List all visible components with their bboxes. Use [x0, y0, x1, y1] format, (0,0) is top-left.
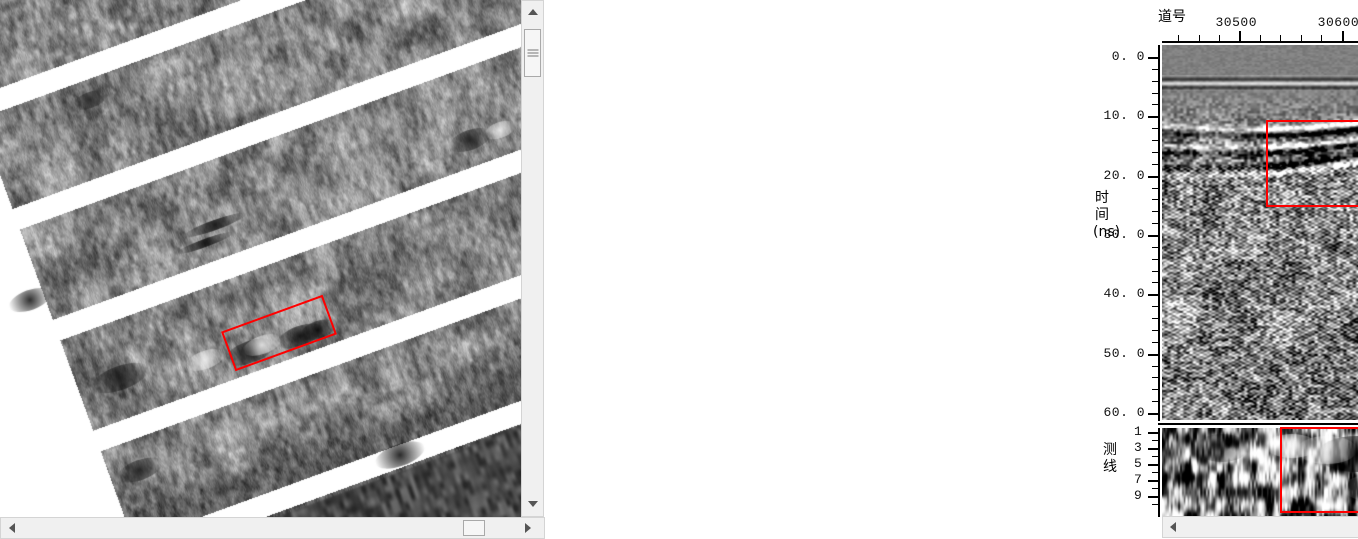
axis-tick-label: 10. 0	[1103, 108, 1145, 124]
axis-tick	[1152, 68, 1159, 70]
axis-tick	[1152, 163, 1159, 165]
b-scan-radargram-view[interactable]	[1162, 45, 1358, 420]
axis-tick	[1148, 432, 1159, 434]
view-separator-line	[1158, 423, 1358, 425]
axis-tick	[1148, 116, 1159, 119]
b-scan-left-axis-title: 时间 (ns)	[1093, 190, 1121, 240]
scroll-right-arrow-icon[interactable]	[525, 523, 531, 533]
axis-tick	[1152, 472, 1159, 473]
axis-tick-label: 40. 0	[1103, 286, 1145, 302]
axis-tick-label: 0. 0	[1111, 49, 1145, 64]
axis-tick-label: 9	[1134, 488, 1143, 503]
axis-tick-label: 7	[1134, 472, 1143, 487]
scroll-up-arrow-icon[interactable]	[528, 9, 538, 15]
b-scan-top-axis-line	[1162, 41, 1358, 43]
axis-tick	[1152, 401, 1159, 403]
axis-tick	[1148, 57, 1159, 59]
c-scan-left-axis-line	[1158, 428, 1160, 517]
scroll-left-arrow-icon[interactable]	[9, 523, 15, 533]
axis-tick-label: 30500	[1215, 15, 1257, 30]
axis-tick	[1152, 128, 1159, 130]
b-scan-left-axis-line	[1158, 45, 1160, 421]
axis-tick	[1152, 80, 1159, 82]
axis-tick	[1152, 488, 1159, 489]
axis-tick	[1259, 35, 1261, 42]
axis-tick	[1148, 353, 1159, 356]
axis-tick	[1152, 389, 1159, 391]
scroll-down-arrow-icon[interactable]	[528, 501, 538, 507]
axis-tick-label: 30600	[1317, 15, 1358, 30]
axis-tick	[1280, 35, 1282, 42]
c-scan-canvas[interactable]	[1162, 428, 1358, 516]
b-scan-top-axis-title: 道号	[1158, 9, 1186, 25]
axis-tick	[1152, 104, 1159, 106]
plan-overview-canvas[interactable]	[0, 0, 521, 517]
axis-tick	[1148, 496, 1159, 498]
axis-tick	[1152, 187, 1159, 189]
scroll-left-arrow-icon[interactable]	[1170, 522, 1176, 532]
axis-tick	[1152, 306, 1159, 308]
plan-overview-vertical-scrollbar[interactable]	[521, 0, 544, 517]
horizontal-scroll-thumb[interactable]	[463, 520, 485, 536]
axis-tick	[1148, 464, 1159, 466]
scroll-grip-icon	[527, 48, 538, 59]
b-scan-canvas[interactable]	[1162, 45, 1358, 420]
axis-tick	[1321, 35, 1323, 42]
axis-tick	[1152, 341, 1159, 343]
axis-tick	[1152, 282, 1159, 284]
axis-tick	[1148, 235, 1159, 237]
axis-tick	[1152, 318, 1159, 320]
axis-tick	[1219, 35, 1221, 42]
axis-tick	[1198, 35, 1200, 42]
axis-tick	[1148, 413, 1159, 415]
c-scan-left-axis-title: 测线	[1103, 442, 1117, 475]
axis-tick-label: 60. 0	[1103, 405, 1145, 420]
axis-tick	[1152, 504, 1159, 505]
axis-tick	[1148, 448, 1159, 450]
axis-tick	[1341, 31, 1344, 42]
plan-overview-horizontal-scrollbar[interactable]	[0, 517, 545, 539]
axis-tick	[1300, 35, 1302, 42]
axis-tick	[1152, 258, 1159, 260]
axis-tick	[1148, 294, 1159, 297]
axis-tick	[1152, 151, 1159, 153]
c-scan-horizontal-scrollbar[interactable]	[1162, 516, 1358, 538]
axis-tick	[1152, 223, 1159, 225]
vertical-scroll-thumb[interactable]	[524, 29, 541, 77]
axis-tick	[1239, 31, 1242, 42]
axis-tick	[1152, 365, 1159, 367]
axis-tick	[1152, 377, 1159, 379]
radargram-workspace: 3050030600307003080030900 道号 0. 010. 020…	[545, 0, 1358, 538]
axis-tick	[1178, 35, 1180, 42]
plan-overview-panel[interactable]	[0, 0, 521, 517]
axis-tick-label: 30. 0	[1103, 227, 1145, 242]
axis-tick-label: 50. 0	[1103, 345, 1145, 361]
axis-tick	[1152, 440, 1159, 441]
axis-tick-label: 3	[1134, 440, 1143, 455]
axis-tick	[1148, 480, 1159, 482]
axis-tick	[1152, 270, 1159, 272]
axis-tick	[1152, 140, 1159, 142]
axis-tick-label: 5	[1134, 456, 1143, 471]
axis-tick-label: 20. 0	[1103, 167, 1145, 183]
axis-tick	[1152, 211, 1159, 213]
axis-tick	[1148, 175, 1159, 178]
axis-tick	[1152, 199, 1159, 201]
c-scan-timeslice-view[interactable]	[1162, 428, 1358, 516]
axis-tick	[1152, 92, 1159, 94]
axis-tick-label: 1	[1134, 424, 1143, 439]
axis-tick	[1152, 246, 1159, 248]
axis-tick	[1152, 329, 1159, 331]
axis-tick	[1152, 456, 1159, 457]
